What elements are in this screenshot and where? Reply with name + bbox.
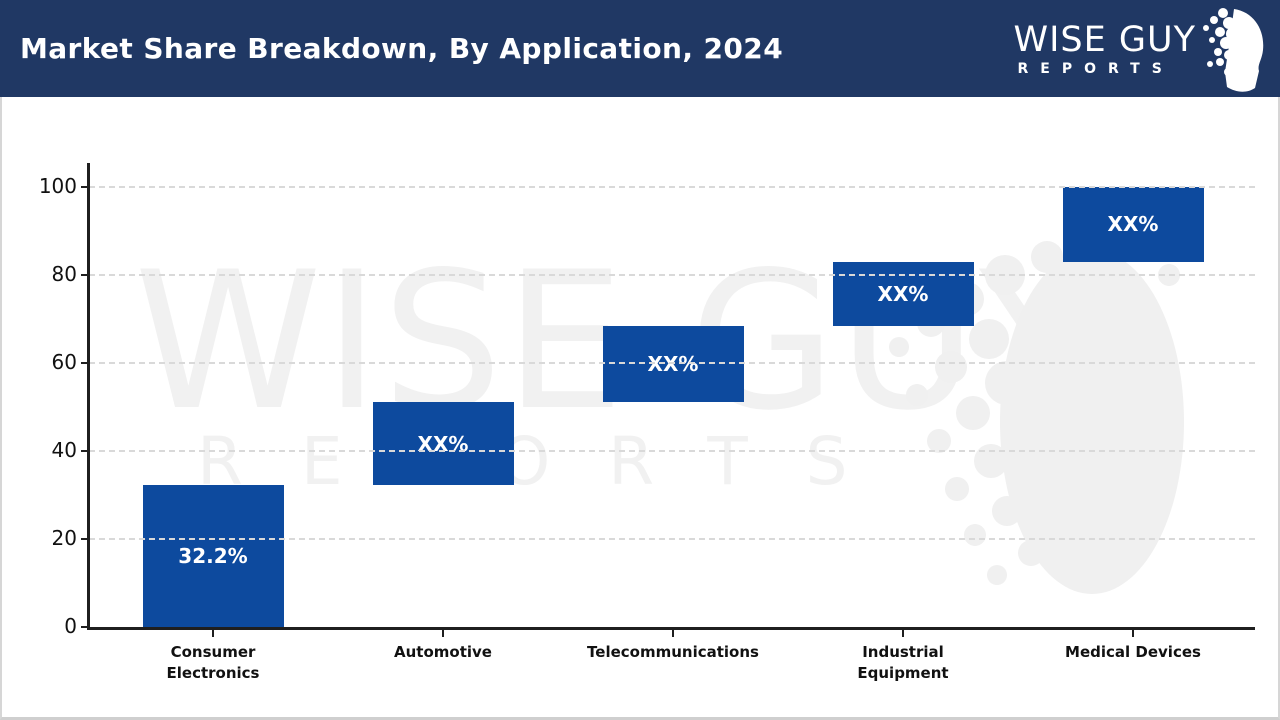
x-tick-mark: [1132, 629, 1134, 637]
face-profile-icon: [1203, 8, 1264, 92]
bar: XX%: [372, 402, 514, 486]
bar-value-label: XX%: [877, 281, 929, 306]
y-tick-mark: [81, 274, 89, 276]
y-tick-label: 20: [51, 526, 77, 550]
x-tick-mark: [672, 629, 674, 637]
y-tick-label: 40: [51, 438, 77, 462]
gridline: [89, 538, 1255, 540]
chart-title: Market Share Breakdown, By Application, …: [20, 32, 784, 65]
bar-value-label: XX%: [1107, 212, 1159, 237]
y-tick-mark: [81, 626, 89, 628]
x-tick-mark: [902, 629, 904, 637]
header-banner: Market Share Breakdown, By Application, …: [0, 0, 1280, 97]
y-tick-mark: [81, 362, 89, 364]
y-tick-label: 80: [51, 262, 77, 286]
bar-value-label: 32.2%: [178, 544, 248, 569]
bar: XX%: [602, 326, 744, 403]
y-tick-label: 0: [64, 614, 77, 638]
bar: 32.2%: [142, 485, 284, 627]
bar: XX%: [1062, 187, 1204, 262]
x-tick-mark: [442, 629, 444, 637]
x-tick-label: Industrial Equipment: [857, 643, 949, 682]
bar-value-label: XX%: [417, 431, 469, 456]
x-axis: [87, 627, 1255, 630]
logo-brand-subtitle: REPORTS: [1017, 60, 1174, 77]
logo-brand-name: WISE GUY: [1013, 20, 1196, 61]
y-tick-mark: [81, 538, 89, 540]
x-tick-label: Automotive: [394, 643, 492, 661]
wiseguy-logo: WISE GUY REPORTS: [1013, 6, 1268, 92]
gridline: [89, 186, 1255, 188]
bar-value-label: XX%: [647, 352, 699, 377]
watermark-subtext: REPORTS: [197, 423, 906, 500]
y-tick-mark: [81, 450, 89, 452]
watermark-face-dots: [889, 236, 1184, 594]
gridline: [89, 362, 1255, 364]
y-tick-label: 100: [38, 174, 77, 198]
gridline: [89, 274, 1255, 276]
y-tick-label: 60: [51, 350, 77, 374]
x-tick-mark: [212, 629, 214, 637]
logo-text: WISE GUY REPORTS: [1013, 21, 1196, 77]
y-tick-mark: [81, 186, 89, 188]
gridline: [89, 450, 1255, 452]
bar: XX%: [832, 261, 974, 327]
x-tick-label: Medical Devices: [1065, 643, 1201, 661]
x-tick-label: Telecommunications: [587, 643, 759, 661]
x-tick-label: Consumer Electronics: [166, 643, 260, 682]
y-axis: [87, 163, 90, 630]
chart-area: WISE GUY REPORTS 02040608010032.2%Consum…: [0, 97, 1280, 720]
